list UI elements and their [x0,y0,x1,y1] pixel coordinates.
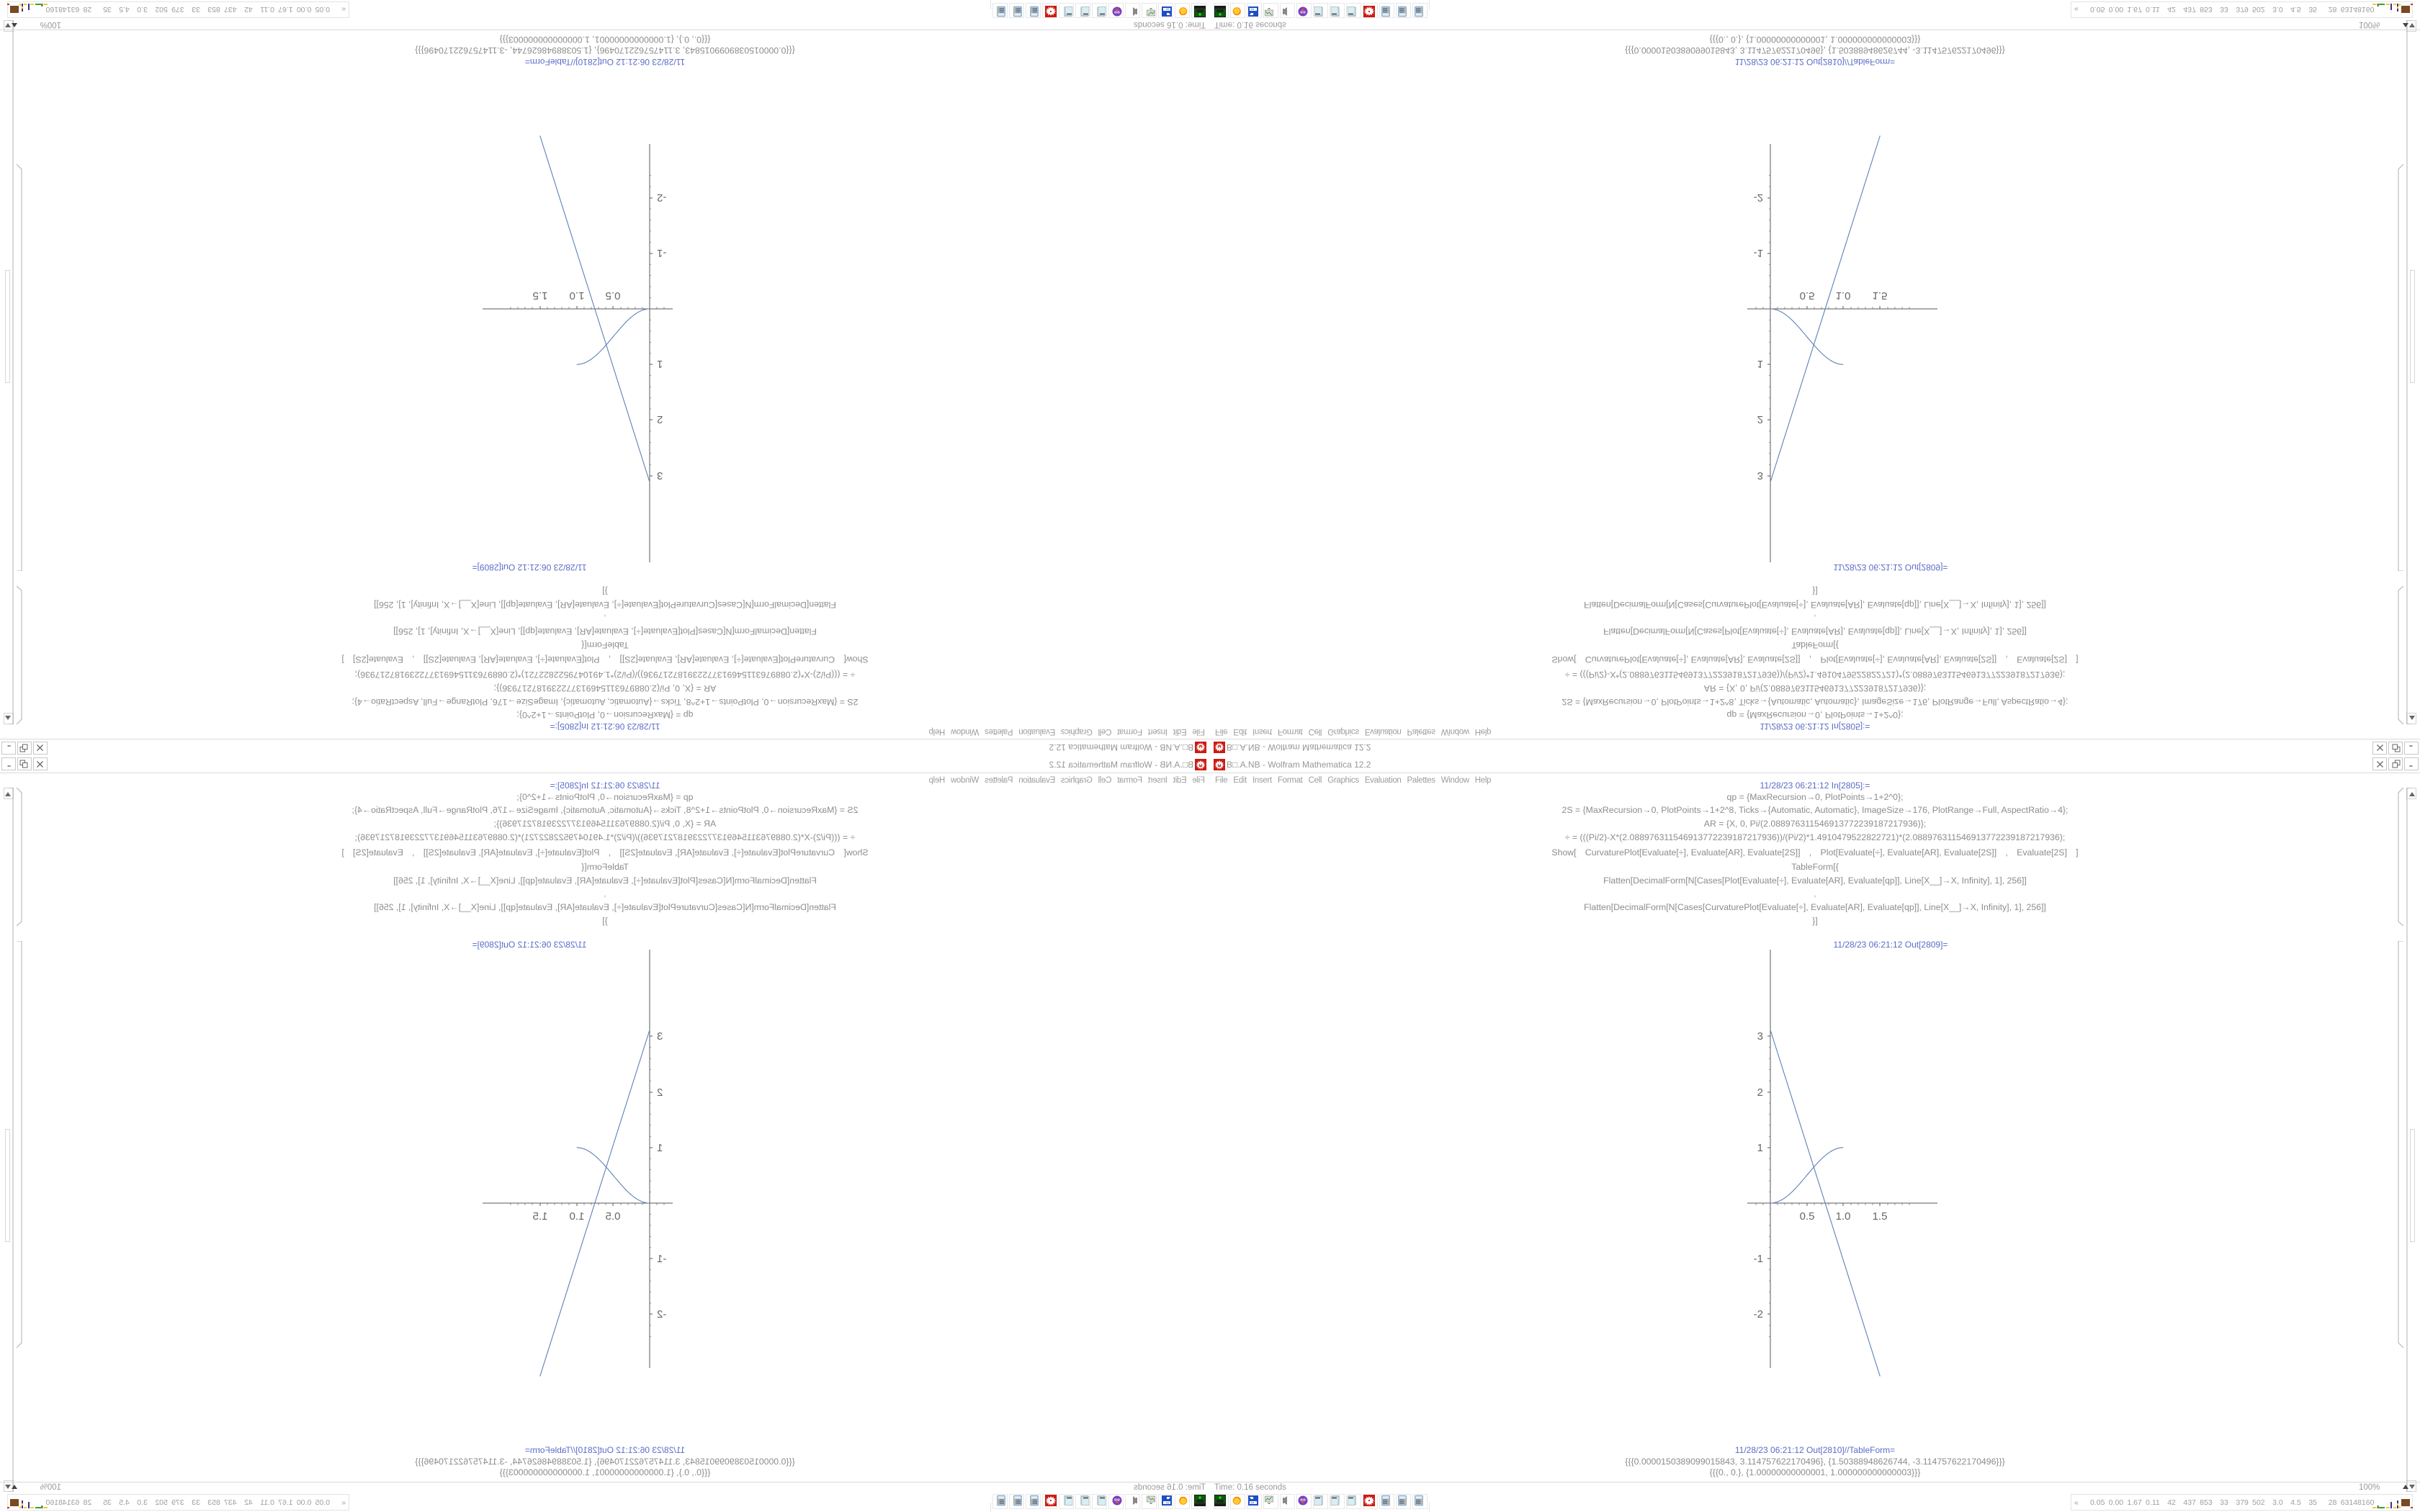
svg-text:1.5: 1.5 [1873,289,1888,302]
svg-text:3: 3 [657,1030,663,1043]
svg-text:1.5: 1.5 [533,289,548,302]
svg-text:1: 1 [1757,358,1763,370]
svg-text:3: 3 [1757,1030,1763,1043]
svg-text:64: 64 [1165,8,1169,12]
svg-text:64: 64 [1165,1500,1169,1504]
svg-text:2: 2 [657,413,663,426]
svg-text:0.5: 0.5 [1800,1210,1815,1223]
svg-text:-1: -1 [657,1253,666,1265]
svg-text:64: 64 [1251,1500,1255,1504]
svg-text:64: 64 [1251,8,1255,12]
svg-text:-1: -1 [1754,1253,1763,1265]
svg-text:-2: -2 [657,192,666,204]
svg-text:2: 2 [657,1086,663,1099]
svg-text:1.0: 1.0 [570,1210,585,1223]
svg-text:-2: -2 [657,1308,666,1320]
svg-text:1.5: 1.5 [1873,1210,1888,1223]
svg-text:-2: -2 [1754,192,1763,204]
svg-text:-2: -2 [1754,1308,1763,1320]
svg-text:1.0: 1.0 [570,289,585,302]
svg-text:0.5: 0.5 [1800,289,1815,302]
svg-text:-1: -1 [1754,247,1763,259]
svg-text:1.0: 1.0 [1836,1210,1851,1223]
svg-text:3: 3 [1757,469,1763,482]
svg-text:0.5: 0.5 [606,1210,621,1223]
svg-text:1: 1 [657,1142,663,1154]
svg-text:1.0: 1.0 [1836,289,1851,302]
svg-text:2: 2 [1757,413,1763,426]
svg-text:-1: -1 [657,247,666,259]
svg-text:0.5: 0.5 [606,289,621,302]
svg-text:1: 1 [1757,1142,1763,1154]
svg-text:1: 1 [657,358,663,370]
svg-text:2: 2 [1757,1086,1763,1099]
svg-text:1.5: 1.5 [533,1210,548,1223]
svg-text:3: 3 [657,469,663,482]
